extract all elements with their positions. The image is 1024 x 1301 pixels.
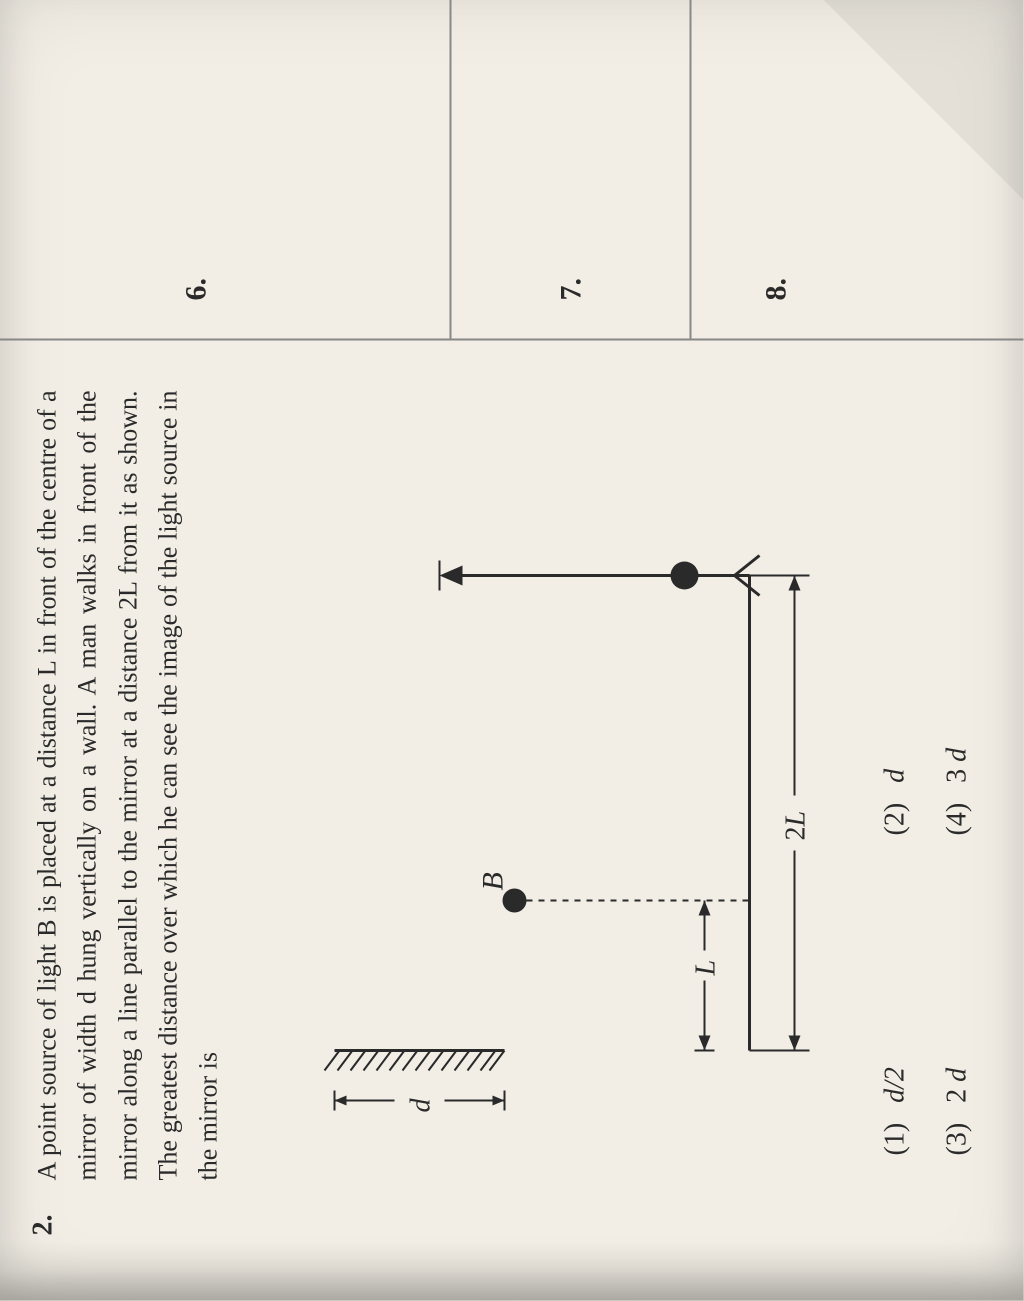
option-2-val: d — [880, 769, 912, 783]
2l-dimension: 2L — [750, 576, 812, 1051]
option-3-num: (3) — [942, 1123, 974, 1156]
diagram-svg: d B — [315, 481, 845, 1131]
option-1: (1) d/2 — [880, 1016, 912, 1156]
man-path — [440, 556, 770, 596]
option-3: (3) 2 d — [942, 1016, 974, 1156]
question-number: 2. — [28, 1215, 60, 1236]
2l-label: 2L — [781, 811, 812, 841]
option-4: (4) 3 d — [942, 696, 974, 836]
option-row-1: (1) d/2 (2) d — [880, 696, 912, 1156]
page-curl — [824, 0, 1024, 200]
physics-diagram: d B — [315, 481, 850, 1131]
option-1-val: d/2 — [880, 1067, 912, 1103]
question-line-5: The greatest distance over which he can … — [153, 585, 182, 1180]
divider-vertical — [0, 339, 1024, 341]
point-b: B — [477, 872, 750, 912]
question-text: A point source of light B is placed at a… — [28, 391, 229, 1181]
divider-h2 — [690, 0, 692, 341]
divider-h1 — [450, 0, 452, 341]
option-1-num: (1) — [880, 1123, 912, 1156]
option-4-num: (4) — [942, 803, 974, 836]
side-number-6: 6. — [180, 278, 214, 301]
answer-options: (1) d/2 (2) d (3) 2 d (4) 3 d — [880, 696, 1004, 1156]
side-number-7: 7. — [555, 278, 589, 301]
d-label: d — [406, 1098, 437, 1113]
option-row-2: (3) 2 d (4) 3 d — [942, 696, 974, 1156]
page: 2. A point source of light B is placed a… — [0, 0, 1024, 1301]
option-3-val: 2 d — [942, 1068, 974, 1103]
d-dimension: d — [335, 1091, 505, 1113]
l-label: L — [691, 960, 722, 977]
option-4-val: 3 d — [942, 748, 974, 783]
mirror — [325, 1051, 505, 1071]
side-number-8: 8. — [760, 278, 794, 301]
option-2: (2) d — [880, 696, 912, 836]
question-line-1: A point source of light B is placed at a… — [33, 576, 62, 1180]
b-label: B — [477, 872, 510, 890]
l-dimension: L — [691, 901, 722, 1051]
option-2-num: (2) — [880, 803, 912, 836]
question-line-4: parallel to the mirror at a distance 2L … — [113, 391, 142, 976]
